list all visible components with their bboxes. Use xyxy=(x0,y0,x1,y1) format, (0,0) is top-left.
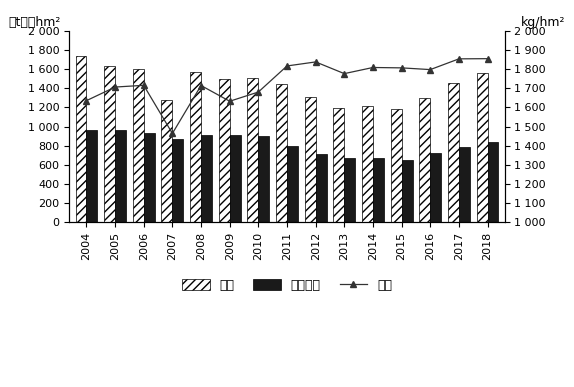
Bar xyxy=(201,135,212,223)
Bar xyxy=(76,56,87,223)
Bar xyxy=(316,154,327,223)
Bar xyxy=(448,83,459,223)
Bar xyxy=(161,100,172,223)
Bar xyxy=(219,79,230,223)
Bar xyxy=(420,98,430,223)
Bar xyxy=(391,110,402,223)
Bar xyxy=(230,135,241,223)
Bar xyxy=(430,153,441,223)
Bar xyxy=(104,66,115,223)
Text: kg/hm²: kg/hm² xyxy=(521,16,566,29)
Bar xyxy=(247,78,258,223)
Bar xyxy=(476,73,487,223)
Legend: 产量, 种植面积, 单产: 产量, 种植面积, 单产 xyxy=(177,274,397,297)
Bar xyxy=(459,147,470,223)
Bar xyxy=(190,72,201,223)
Bar xyxy=(144,133,154,223)
Bar xyxy=(87,130,98,223)
Bar xyxy=(333,108,344,223)
Text: 万t、万hm²: 万t、万hm² xyxy=(8,16,61,29)
Bar xyxy=(373,158,384,223)
Bar xyxy=(276,84,287,223)
Bar xyxy=(402,160,413,223)
Bar xyxy=(172,139,183,223)
Bar xyxy=(344,158,355,223)
Bar xyxy=(287,146,298,223)
Bar xyxy=(487,142,498,223)
Bar xyxy=(115,130,126,223)
Bar xyxy=(258,136,269,223)
Bar xyxy=(362,106,373,223)
Bar xyxy=(305,97,316,223)
Bar xyxy=(133,69,144,223)
